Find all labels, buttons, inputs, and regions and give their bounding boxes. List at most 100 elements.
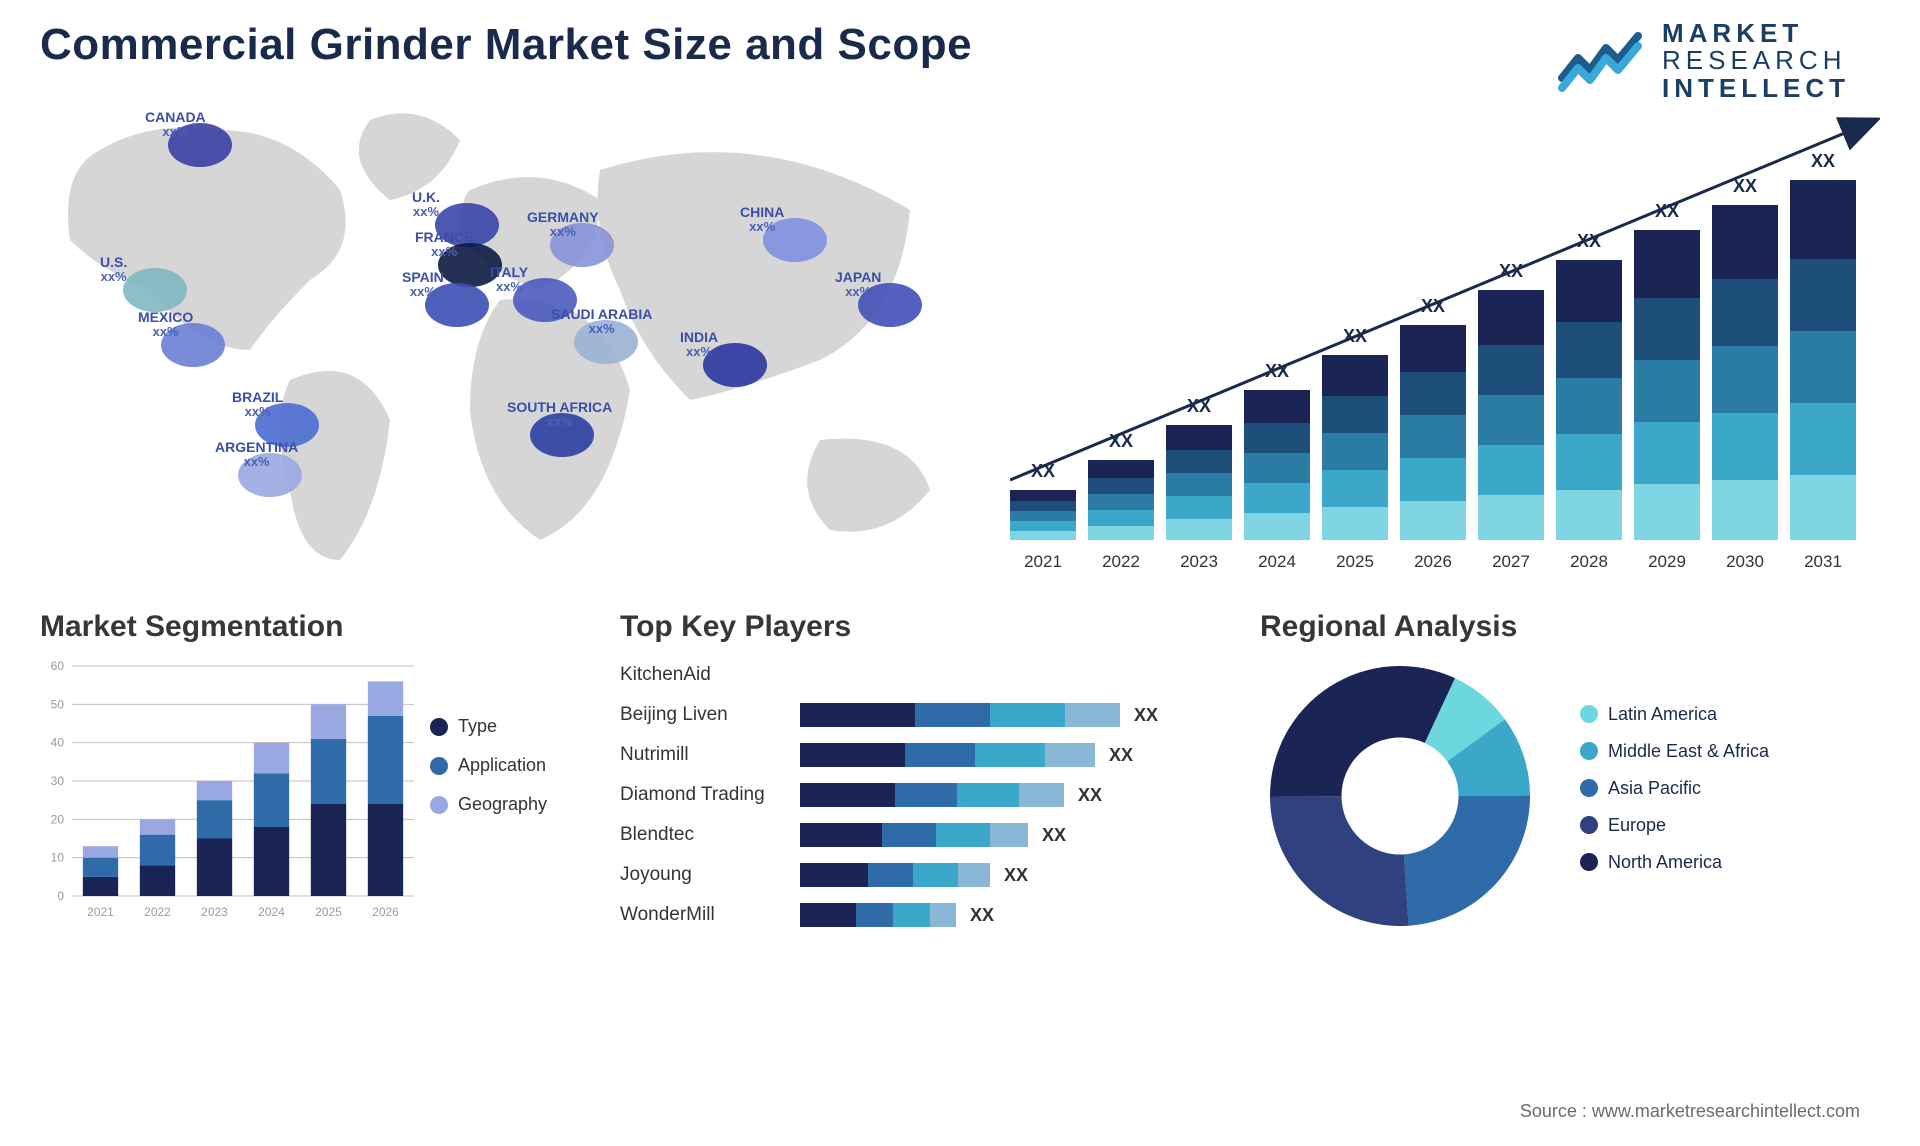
key-player-value: XX (1134, 705, 1158, 726)
segmentation-bar-geography (83, 846, 118, 858)
forecast-bar-year: 2024 (1244, 552, 1310, 572)
segmentation-legend-item: Application (430, 755, 547, 776)
segmentation-bar-type (83, 877, 118, 896)
forecast-bar-value: XX (1712, 176, 1778, 197)
forecast-bar (1634, 230, 1700, 540)
key-player-value: XX (970, 905, 994, 926)
segmentation-bar-application (368, 716, 403, 804)
key-players-chart: KitchenAidBeijing LivenXXNutrimillXXDiam… (620, 656, 1200, 934)
forecast-bar-value: XX (1400, 296, 1466, 317)
segmentation-bar-geography (311, 704, 346, 739)
map-label-brazil: BRAZILxx% (232, 390, 283, 420)
svg-text:2021: 2021 (87, 905, 114, 919)
segmentation-title: Market Segmentation (40, 610, 600, 644)
forecast-bar-year: 2031 (1790, 552, 1856, 572)
forecast-bar (1712, 205, 1778, 540)
segmentation-bar-application (197, 800, 232, 838)
key-player-bar (800, 743, 1095, 767)
svg-text:30: 30 (51, 774, 65, 788)
donut-slice-north-america (1270, 666, 1455, 796)
segmentation-bar-type (140, 865, 175, 896)
map-label-saudi-arabia: SAUDI ARABIAxx% (551, 307, 652, 337)
key-player-row: Diamond TradingXX (620, 776, 1200, 814)
key-players-title: Top Key Players (620, 610, 1240, 644)
forecast-bar (1088, 460, 1154, 540)
forecast-bar (1010, 490, 1076, 540)
map-label-u-s-: U.S.xx% (100, 255, 127, 285)
donut-slice-asia-pacific (1404, 796, 1530, 926)
map-label-south-africa: SOUTH AFRICAxx% (507, 400, 612, 430)
key-player-name: Blendtec (620, 824, 800, 846)
forecast-bar (1244, 390, 1310, 540)
forecast-bar-year: 2029 (1634, 552, 1700, 572)
forecast-bar-year: 2028 (1556, 552, 1622, 572)
segmentation-bar-geography (254, 743, 289, 774)
segmentation-chart: 0102030405060202120222023202420252026 (40, 656, 420, 926)
segmentation-bar-type (311, 804, 346, 896)
forecast-bar-value: XX (1088, 431, 1154, 452)
segmentation-bar-application (83, 858, 118, 877)
forecast-bar-year: 2027 (1478, 552, 1544, 572)
key-player-row: BlendtecXX (620, 816, 1200, 854)
key-player-bar (800, 863, 990, 887)
regional-legend: Latin AmericaMiddle East & AfricaAsia Pa… (1580, 704, 1769, 889)
forecast-bar (1478, 290, 1544, 540)
segmentation-bar-application (140, 835, 175, 866)
key-player-bar (800, 823, 1028, 847)
segmentation-bar-type (197, 839, 232, 897)
key-player-row: KitchenAid (620, 656, 1200, 694)
forecast-bar (1790, 180, 1856, 540)
world-map-panel: CANADAxx%U.S.xx%MEXICOxx%BRAZILxx%ARGENT… (40, 90, 980, 590)
forecast-bar-value: XX (1478, 261, 1544, 282)
svg-text:50: 50 (51, 697, 65, 711)
svg-text:40: 40 (51, 736, 65, 750)
forecast-bar-chart: 2021XX2022XX2023XX2024XX2025XX2026XX2027… (1010, 90, 1880, 590)
regional-legend-item: Middle East & Africa (1580, 741, 1769, 762)
regional-panel: Regional Analysis Latin AmericaMiddle Ea… (1260, 600, 1880, 936)
segmentation-legend: Type Application Geography (430, 716, 547, 833)
forecast-bar-year: 2023 (1166, 552, 1232, 572)
segmentation-bar-type (254, 827, 289, 896)
forecast-bar-value: XX (1244, 361, 1310, 382)
segmentation-bar-geography (140, 819, 175, 834)
map-label-spain: SPAINxx% (402, 270, 444, 300)
svg-text:2025: 2025 (315, 905, 342, 919)
map-label-italy: ITALYxx% (490, 265, 528, 295)
svg-text:2022: 2022 (144, 905, 171, 919)
infographic-page: Commercial Grinder Market Size and Scope… (0, 0, 1920, 1146)
segmentation-panel: Market Segmentation 01020304050602021202… (40, 600, 600, 936)
svg-text:2026: 2026 (372, 905, 399, 919)
source-attribution: Source : www.marketresearchintellect.com (1520, 1101, 1860, 1122)
logo-line1: MARKET (1662, 20, 1850, 47)
segmentation-bar-geography (368, 681, 403, 716)
key-players-panel: Top Key Players KitchenAidBeijing LivenX… (620, 600, 1240, 936)
key-player-value: XX (1109, 745, 1133, 766)
regional-title: Regional Analysis (1260, 610, 1880, 644)
forecast-bar-value: XX (1634, 201, 1700, 222)
key-player-row: JoyoungXX (620, 856, 1200, 894)
segmentation-legend-item: Geography (430, 794, 547, 815)
forecast-bar-value: XX (1166, 396, 1232, 417)
forecast-bar-year: 2025 (1322, 552, 1388, 572)
segmentation-bar-type (368, 804, 403, 896)
segmentation-bar-application (311, 739, 346, 804)
segmentation-bar-geography (197, 781, 232, 800)
key-player-name: Nutrimill (620, 744, 800, 766)
map-label-mexico: MEXICOxx% (138, 310, 193, 340)
key-player-name: KitchenAid (620, 664, 800, 686)
segmentation-bar-application (254, 773, 289, 827)
map-label-japan: JAPANxx% (835, 270, 881, 300)
segmentation-legend-item: Type (430, 716, 547, 737)
forecast-bar-value: XX (1790, 151, 1856, 172)
key-player-bar (800, 783, 1064, 807)
svg-text:20: 20 (51, 812, 65, 826)
forecast-bar (1400, 325, 1466, 540)
svg-text:10: 10 (51, 851, 65, 865)
map-label-france: FRANCExx% (415, 230, 473, 260)
logo-line2: RESEARCH (1662, 47, 1850, 74)
map-label-u-k-: U.K.xx% (412, 190, 440, 220)
forecast-bar-year: 2030 (1712, 552, 1778, 572)
map-label-canada: CANADAxx% (145, 110, 206, 140)
forecast-bar-year: 2021 (1010, 552, 1076, 572)
svg-text:2023: 2023 (201, 905, 228, 919)
